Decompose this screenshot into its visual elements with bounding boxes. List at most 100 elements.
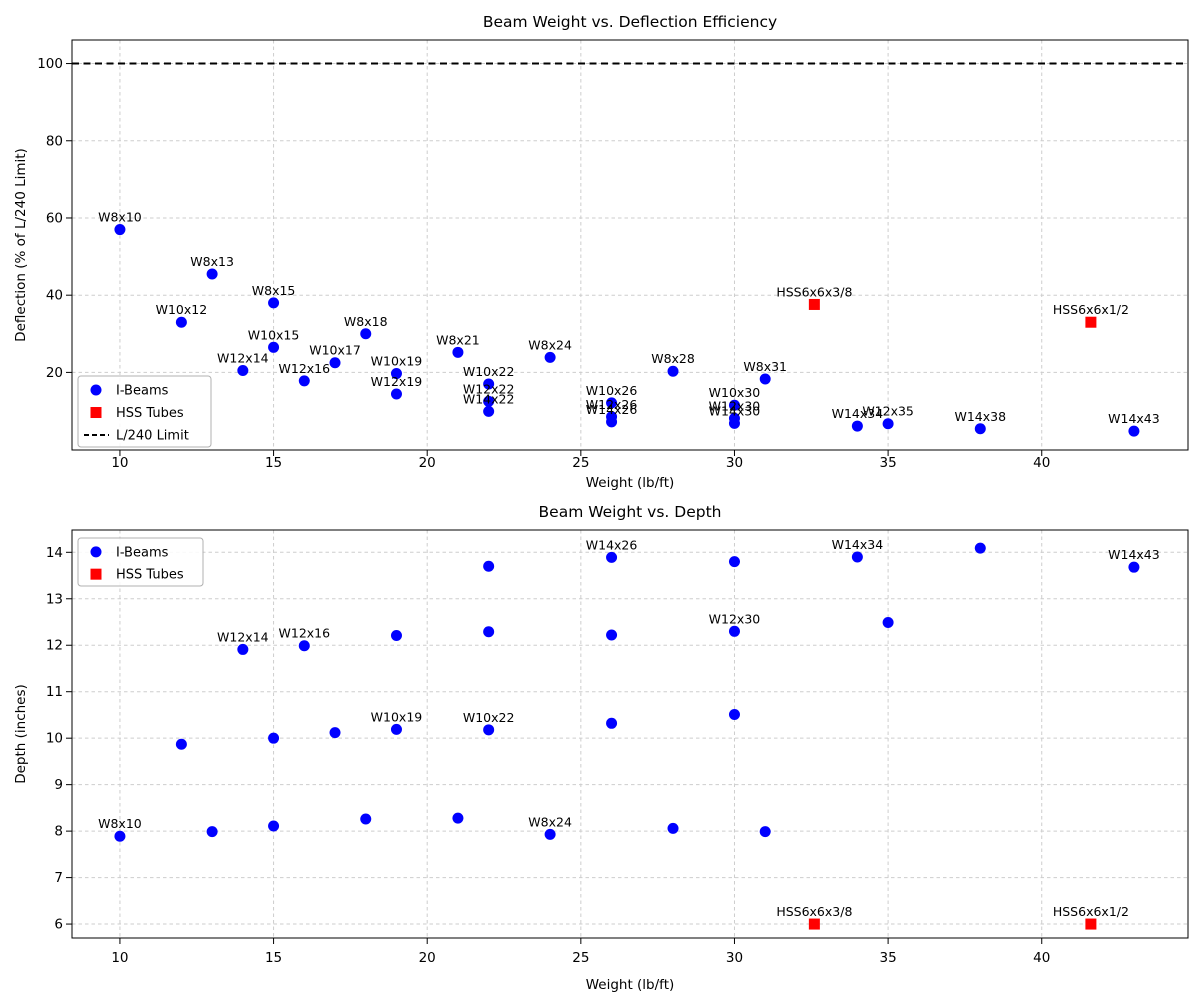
top-chart-ylabel: Deflection (% of L/240 Limit) xyxy=(13,148,29,342)
data-point xyxy=(483,395,495,407)
x-tick-label: 30 xyxy=(726,950,743,966)
data-point xyxy=(483,626,495,638)
legend-entry-label: HSS Tubes xyxy=(116,568,184,583)
data-point xyxy=(728,556,740,568)
x-tick-label: 25 xyxy=(572,455,589,471)
bottom-chart-title: Beam Weight vs. Depth xyxy=(538,503,722,521)
x-tick-label: 30 xyxy=(726,455,743,471)
data-point xyxy=(175,316,187,328)
data-point-label: W10x26 xyxy=(586,383,638,398)
legend-entry-label: L/240 Limit xyxy=(116,429,189,444)
x-tick-label: 40 xyxy=(1033,950,1050,966)
y-tick-label: 8 xyxy=(54,824,63,840)
bottom-chart-ylabel: Depth (inches) xyxy=(13,684,29,784)
data-point-label: W12x16 xyxy=(279,626,331,641)
data-point-label: W10x12 xyxy=(156,302,208,317)
data-point-label: W14x43 xyxy=(1108,411,1160,426)
data-point-label: W12x26 xyxy=(586,397,638,412)
x-tick-label: 40 xyxy=(1033,455,1050,471)
data-point-label: W12x16 xyxy=(279,361,331,376)
data-point xyxy=(329,727,341,739)
data-point xyxy=(206,826,218,838)
data-point xyxy=(1085,918,1097,930)
data-point xyxy=(1128,425,1140,437)
data-point-label: W14x26 xyxy=(586,537,638,552)
top-chart-xlabel: Weight (lb/ft) xyxy=(585,475,675,491)
data-point xyxy=(268,820,280,832)
x-tick-label: 15 xyxy=(265,455,282,471)
data-point-label: W10x15 xyxy=(248,327,300,342)
axes-border xyxy=(71,39,1189,451)
data-point xyxy=(452,346,464,358)
x-tick-label: 15 xyxy=(265,950,282,966)
y-tick-label: 60 xyxy=(46,210,63,226)
data-point-label: W10x19 xyxy=(371,709,423,724)
data-point-label: W12x14 xyxy=(217,629,269,644)
data-point xyxy=(759,373,771,385)
data-point-label: W12x30 xyxy=(709,398,761,413)
data-point xyxy=(298,375,310,387)
data-point-label: HSS6x6x1/2 xyxy=(1053,302,1129,317)
data-point xyxy=(206,268,218,280)
data-point-label: W8x18 xyxy=(344,314,388,329)
x-tick-label: 10 xyxy=(111,455,128,471)
data-point xyxy=(544,828,556,840)
data-point-label: HSS6x6x3/8 xyxy=(776,904,852,919)
data-point xyxy=(808,918,820,930)
data-point-label: W14x43 xyxy=(1108,547,1160,562)
x-tick-label: 20 xyxy=(419,455,436,471)
data-point-label: W12x14 xyxy=(217,350,269,365)
data-point xyxy=(390,629,402,641)
data-point xyxy=(728,708,740,720)
data-point xyxy=(851,551,863,563)
legend-box xyxy=(77,537,204,587)
data-point-label: W8x13 xyxy=(190,254,234,269)
data-point xyxy=(1085,316,1097,328)
data-point xyxy=(544,351,556,363)
y-tick-label: 20 xyxy=(46,365,63,381)
data-point-label: HSS6x6x3/8 xyxy=(776,284,852,299)
data-point-label: W12x22 xyxy=(463,381,515,396)
data-point xyxy=(667,365,679,377)
y-tick-label: 12 xyxy=(46,638,63,654)
data-point xyxy=(390,368,402,380)
data-point-label: HSS6x6x1/2 xyxy=(1053,904,1129,919)
data-point-label: W8x24 xyxy=(528,337,572,352)
legend-box xyxy=(77,375,212,448)
y-tick-label: 9 xyxy=(54,777,63,793)
axes-border xyxy=(71,529,1189,939)
data-point-label: W14x30 xyxy=(709,403,761,418)
x-tick-label: 25 xyxy=(572,950,589,966)
legend-marker-square xyxy=(90,568,102,580)
data-point-label: W14x26 xyxy=(586,402,638,417)
data-point xyxy=(882,418,894,430)
data-point-label: W12x19 xyxy=(371,374,423,389)
data-point xyxy=(268,732,280,744)
legend-marker-circle xyxy=(90,384,102,396)
data-point xyxy=(390,723,402,735)
data-point xyxy=(268,341,280,353)
data-point xyxy=(483,560,495,572)
data-point xyxy=(268,297,280,309)
data-point-label: W10x22 xyxy=(463,364,515,379)
y-tick-label: 80 xyxy=(46,133,63,149)
data-point xyxy=(851,420,863,432)
data-point-label: W10x30 xyxy=(709,385,761,400)
data-point-label: W8x15 xyxy=(252,283,296,298)
y-tick-label: 100 xyxy=(37,56,63,72)
data-point xyxy=(114,224,126,236)
x-tick-label: 20 xyxy=(419,950,436,966)
data-point xyxy=(483,405,495,417)
data-point xyxy=(759,826,771,838)
data-point xyxy=(483,378,495,390)
data-point-label: W8x21 xyxy=(436,332,480,347)
data-point-label: W8x28 xyxy=(651,351,695,366)
data-point xyxy=(728,399,740,411)
data-point-label: W10x22 xyxy=(463,710,515,725)
y-tick-label: 7 xyxy=(54,870,63,886)
data-point xyxy=(974,542,986,554)
y-tick-label: 10 xyxy=(46,731,63,747)
data-point xyxy=(390,388,402,400)
